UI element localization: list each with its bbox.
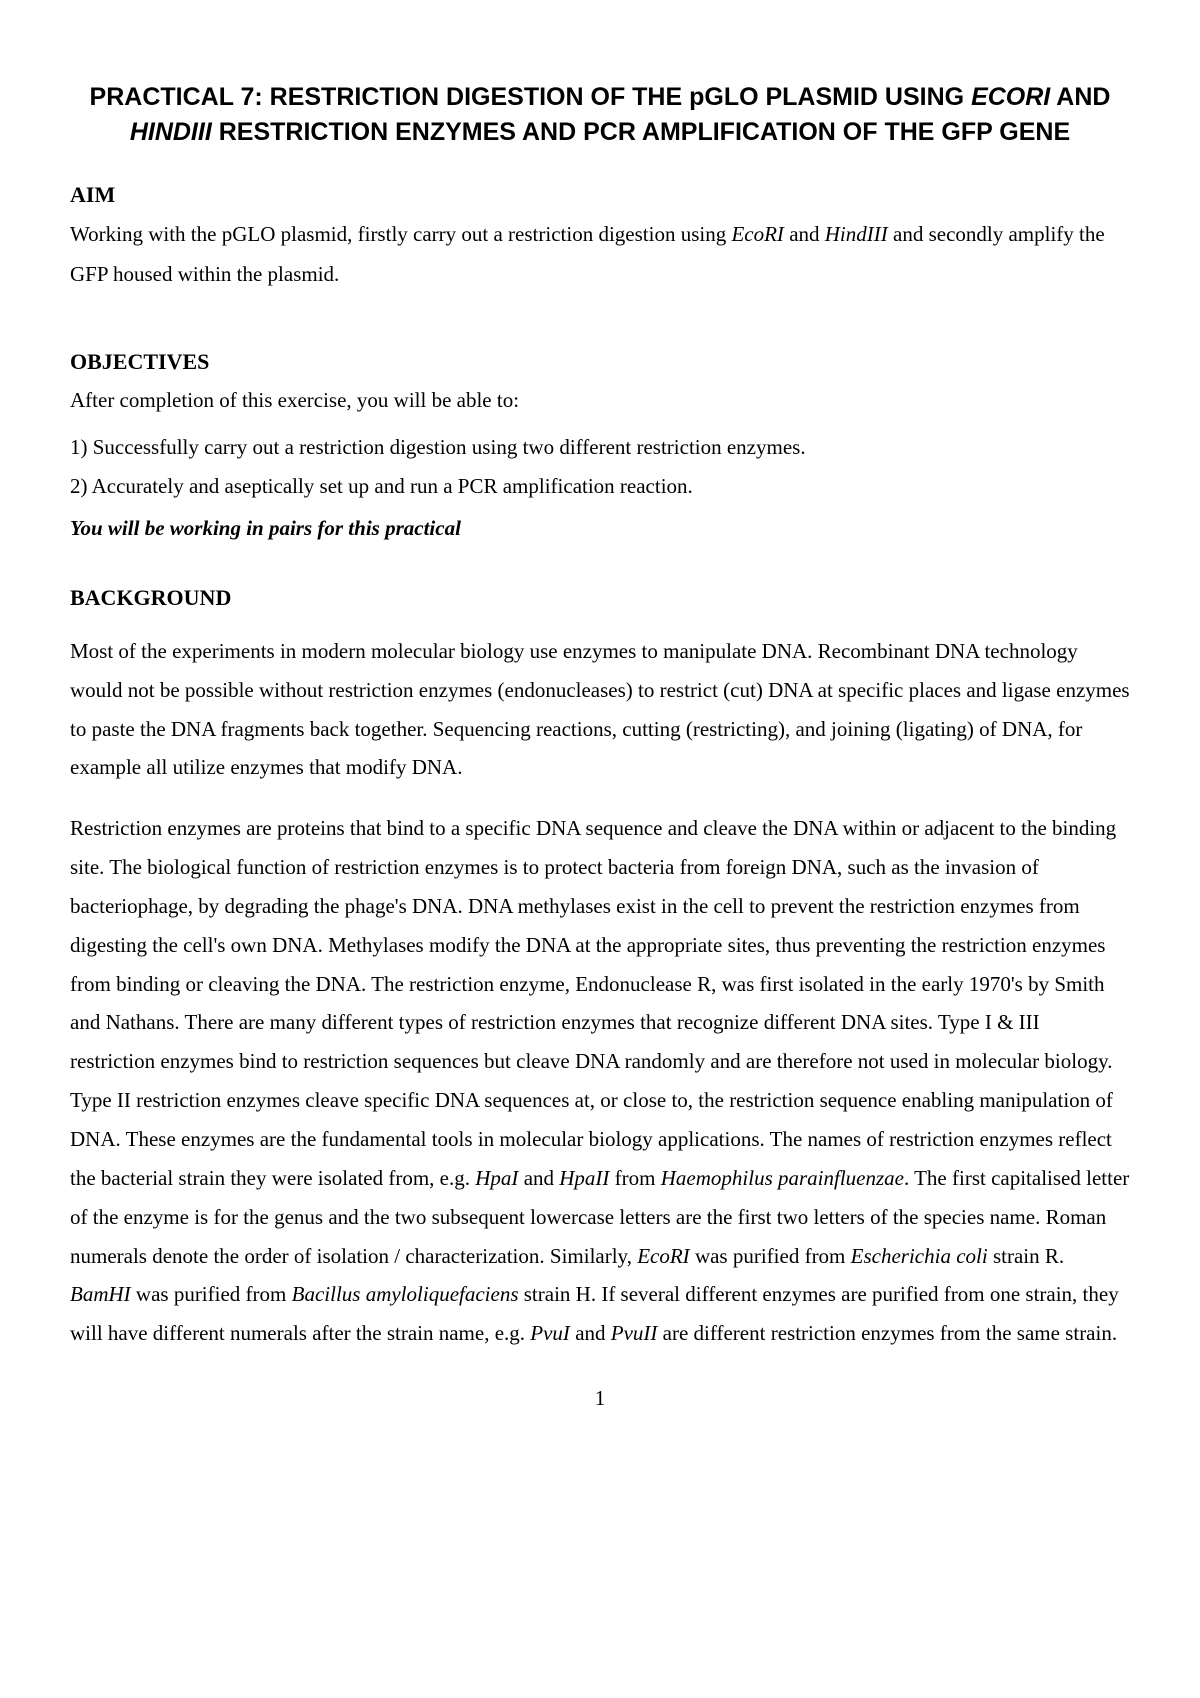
objectives-note: You will be working in pairs for this pr… — [70, 513, 1130, 545]
title-part-a: PRACTICAL 7: RESTRICTION DIGESTION OF TH… — [90, 83, 972, 111]
background-para-1: Most of the experiments in modern molecu… — [70, 632, 1130, 787]
objectives-heading: OBJECTIVES — [70, 345, 1130, 378]
bg2-p: PvuI — [530, 1321, 570, 1345]
aim-text-d: HindIII — [825, 222, 888, 246]
bg2-n: Bacillus amyloliquefaciens — [292, 1282, 519, 1306]
aim-text: Working with the pGLO plasmid, firstly c… — [70, 215, 1130, 295]
bg2-q: and — [570, 1321, 611, 1345]
title-part-c: AND — [1050, 83, 1110, 111]
bg2-m: was purified from — [131, 1282, 292, 1306]
bg2-k: strain R. — [988, 1244, 1064, 1268]
title-part-d: HINDIII — [130, 118, 212, 146]
bg2-l: BamHI — [70, 1282, 131, 1306]
bg2-d: HpaII — [559, 1166, 609, 1190]
title-part-b: ECORI — [971, 83, 1050, 111]
bg2-s: are different restriction enzymes from t… — [657, 1321, 1117, 1345]
objectives-intro: After completion of this exercise, you w… — [70, 382, 1130, 420]
title-part-e: RESTRICTION ENZYMES AND PCR AMPLIFICATIO… — [212, 118, 1070, 146]
page-number: 1 — [70, 1383, 1130, 1415]
bg2-a: Restriction enzymes are proteins that bi… — [70, 816, 1116, 1190]
bg2-b: HpaI — [475, 1166, 518, 1190]
aim-text-c: and — [784, 222, 825, 246]
bg2-h: EcoRI — [637, 1244, 689, 1268]
aim-heading: AIM — [70, 178, 1130, 211]
document-title: PRACTICAL 7: RESTRICTION DIGESTION OF TH… — [70, 80, 1130, 150]
aim-text-b: EcoRI — [731, 222, 783, 246]
bg2-j: Escherichia coli — [851, 1244, 988, 1268]
bg2-r: PvuII — [611, 1321, 658, 1345]
bg2-c: and — [518, 1166, 559, 1190]
background-para-2: Restriction enzymes are proteins that bi… — [70, 809, 1130, 1353]
bg2-e: from — [609, 1166, 660, 1190]
objectives-item-1: 1) Successfully carry out a restriction … — [70, 428, 1130, 468]
bg2-i: was purified from — [690, 1244, 851, 1268]
objectives-item-2: 2) Accurately and aseptically set up and… — [70, 467, 1130, 507]
bg2-f: Haemophilus parainfluenzae — [661, 1166, 904, 1190]
background-heading: BACKGROUND — [70, 581, 1130, 614]
aim-text-a: Working with the pGLO plasmid, firstly c… — [70, 222, 731, 246]
